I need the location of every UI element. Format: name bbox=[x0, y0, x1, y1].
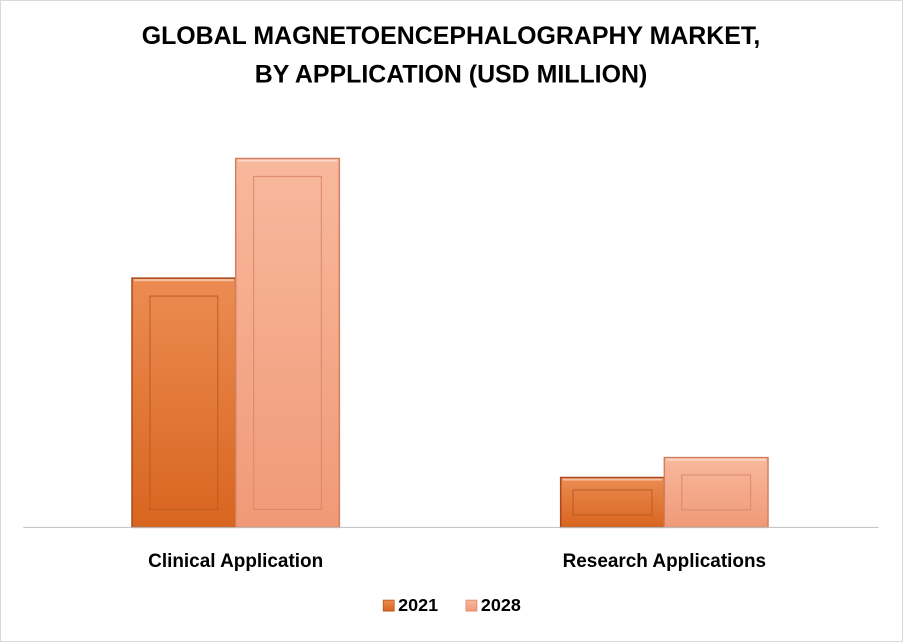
bar-2021-clinical-application bbox=[131, 277, 237, 529]
bar-bevel-2021-research-applications bbox=[572, 489, 653, 516]
chart-title-line-2: BY APPLICATION (USD MILLION) bbox=[255, 61, 648, 89]
bar-2028-clinical-application bbox=[234, 157, 341, 529]
bar-group bbox=[131, 157, 769, 529]
bar-2021-research-applications bbox=[559, 476, 666, 529]
bar-bevel-2028-research-applications bbox=[681, 474, 752, 511]
chart-title-line-1: GLOBAL MAGNETOENCEPHALOGRAPHY MARKET, bbox=[142, 22, 761, 50]
legend: 2021 2028 bbox=[382, 595, 521, 615]
legend-swatch-2028 bbox=[465, 599, 478, 612]
x-tick-label-research: Research Applications bbox=[563, 551, 766, 572]
bar-2028-research-applications bbox=[663, 456, 769, 529]
legend-label-2021: 2021 bbox=[398, 595, 438, 615]
bar-bevel-2021-clinical-application bbox=[149, 295, 219, 511]
legend-swatch-2021 bbox=[382, 599, 395, 612]
legend-label-2028: 2028 bbox=[481, 595, 521, 615]
x-tick-label-clinical: Clinical Application bbox=[148, 551, 323, 572]
bar-bevel-2028-clinical-application bbox=[253, 175, 323, 511]
